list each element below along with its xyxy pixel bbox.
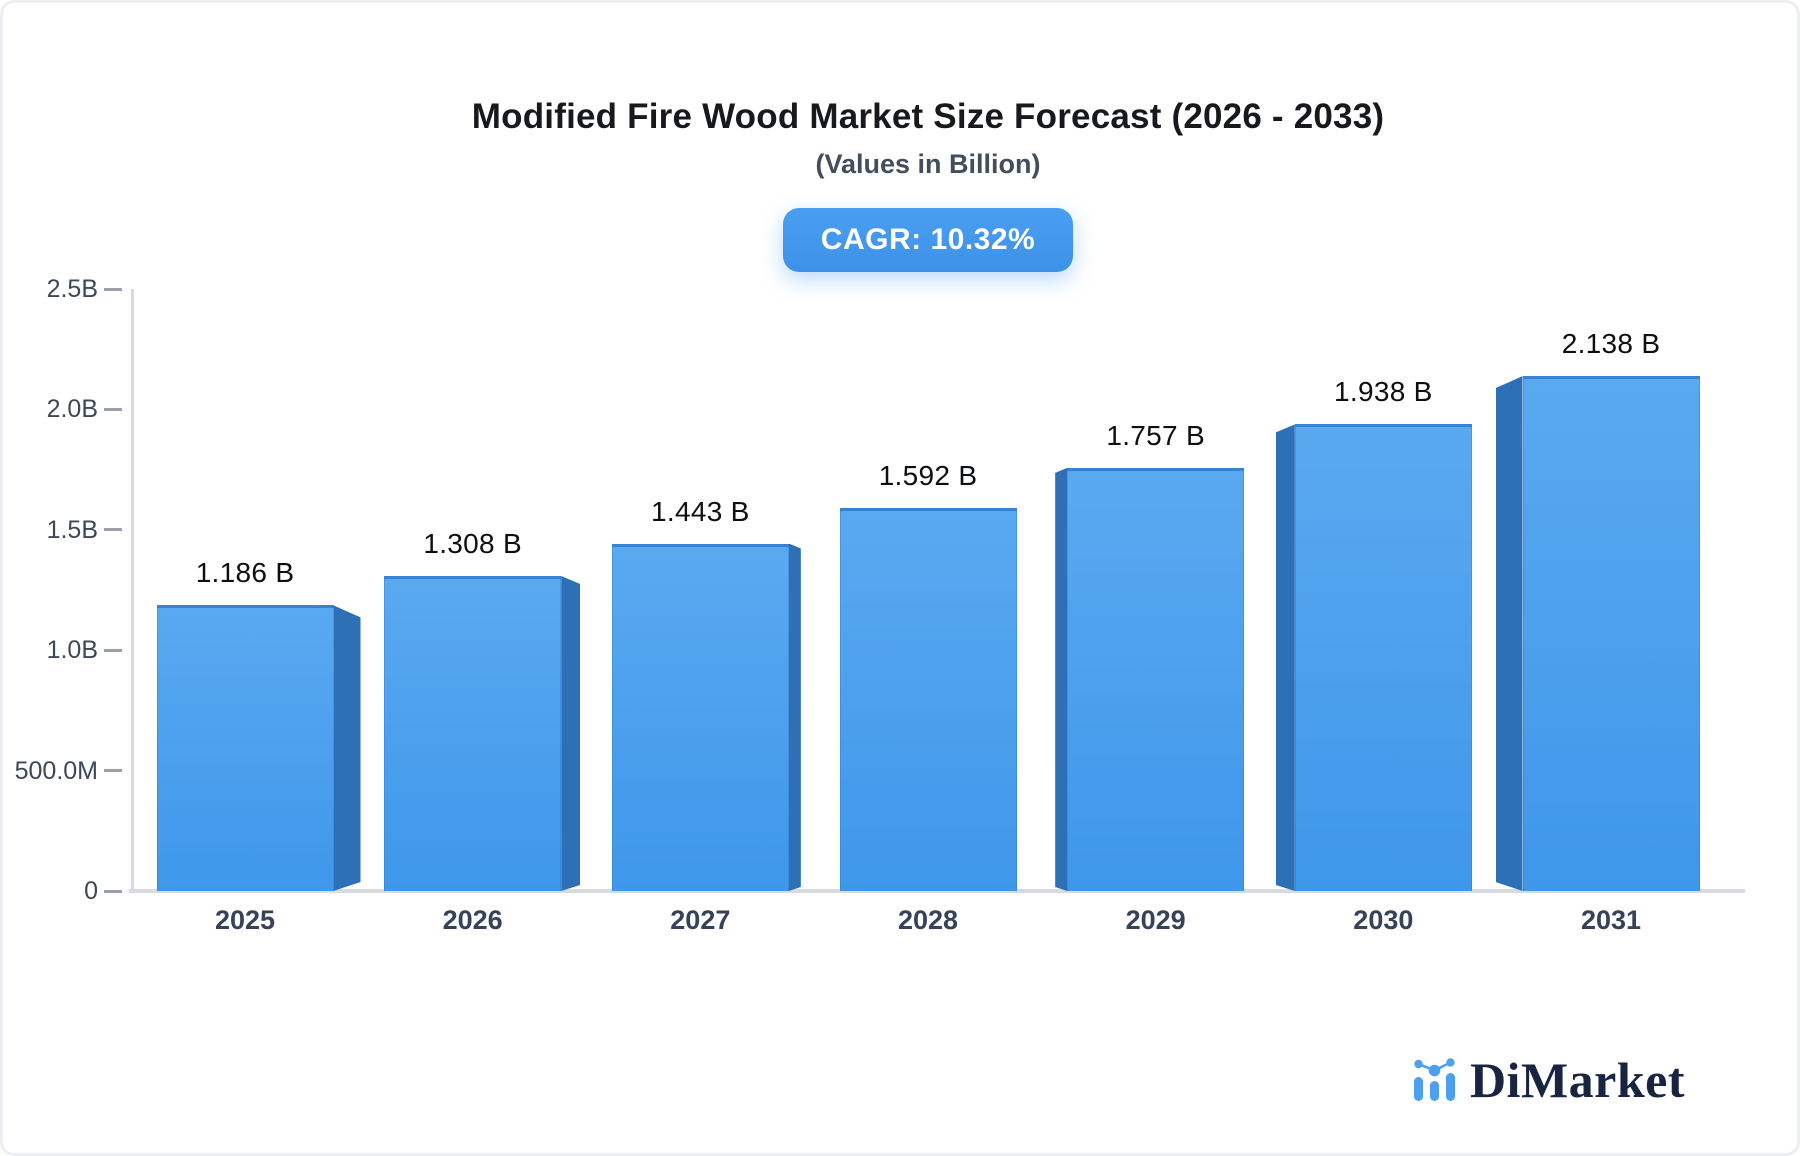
y-axis-label: 500.0M — [14, 756, 98, 785]
bar-value-label: 1.186 B — [195, 557, 295, 589]
x-axis-label: 2030 — [1353, 905, 1414, 935]
bar-value-label: 1.938 B — [1334, 376, 1433, 408]
y-axis-label: 0 — [84, 877, 98, 905]
chart-subtitle: (Values in Billion) — [815, 149, 1041, 179]
x-axis-label: 2025 — [214, 905, 276, 935]
bar-value-label: 1.443 B — [651, 495, 750, 527]
y-axis-tick — [104, 528, 122, 532]
bar-value-label: 1.757 B — [1106, 419, 1205, 451]
x-axis-label: 2031 — [1580, 905, 1642, 935]
y-axis-tick — [104, 889, 122, 893]
y-axis-label: 1.5B — [46, 515, 98, 544]
y-axis-label: 1.0B — [46, 636, 98, 665]
y-axis-tick — [104, 287, 122, 291]
x-axis-label: 2028 — [897, 905, 959, 935]
bar-side-face — [1276, 424, 1295, 891]
bar — [1294, 424, 1472, 891]
bar-chart-plot-area: 0 500.0M 1.0B 1.5B 2.0B 2.5B 1.186 B 2025 1.308 … — [3, 3, 1797, 1153]
bar — [1067, 467, 1245, 891]
x-axis-label: 2029 — [1125, 905, 1186, 935]
x-axis-label: 2027 — [670, 905, 731, 935]
bar-value-label: 1.308 B — [423, 528, 522, 560]
bar — [156, 605, 334, 891]
cagr-badge: CAGR: 10.32% — [782, 208, 1074, 272]
bar-side-face — [334, 605, 361, 891]
chart-title: Modified Fire Wood Market Size Forecast … — [471, 97, 1385, 136]
bar — [384, 576, 562, 891]
bar-side-face — [1496, 376, 1523, 891]
y-axis-line — [131, 289, 134, 893]
bar — [611, 543, 789, 891]
bar-side-face — [1055, 468, 1067, 891]
y-axis-tick — [104, 407, 122, 411]
brand-logo: DiMarket — [1412, 1052, 1685, 1108]
bar-side-face — [561, 576, 580, 891]
y-axis-tick — [104, 769, 122, 773]
bar-value-label: 2.138 B — [1561, 328, 1661, 360]
bar — [1522, 376, 1700, 891]
y-axis-label: 2.5B — [46, 275, 98, 303]
y-axis-tick — [104, 648, 122, 652]
y-axis-label: 2.0B — [46, 395, 98, 424]
chart-header: Modified Fire Wood Market Size Forecast … — [53, 97, 1797, 272]
brand-logo-text: DiMarket — [1469, 1052, 1685, 1108]
x-axis-label: 2026 — [442, 905, 503, 935]
bar-value-label: 1.592 B — [878, 459, 978, 491]
bar — [839, 507, 1017, 891]
x-axis-line — [129, 889, 1745, 893]
bar-side-face — [789, 544, 801, 891]
bar-chart-trend-icon — [1413, 1058, 1455, 1101]
